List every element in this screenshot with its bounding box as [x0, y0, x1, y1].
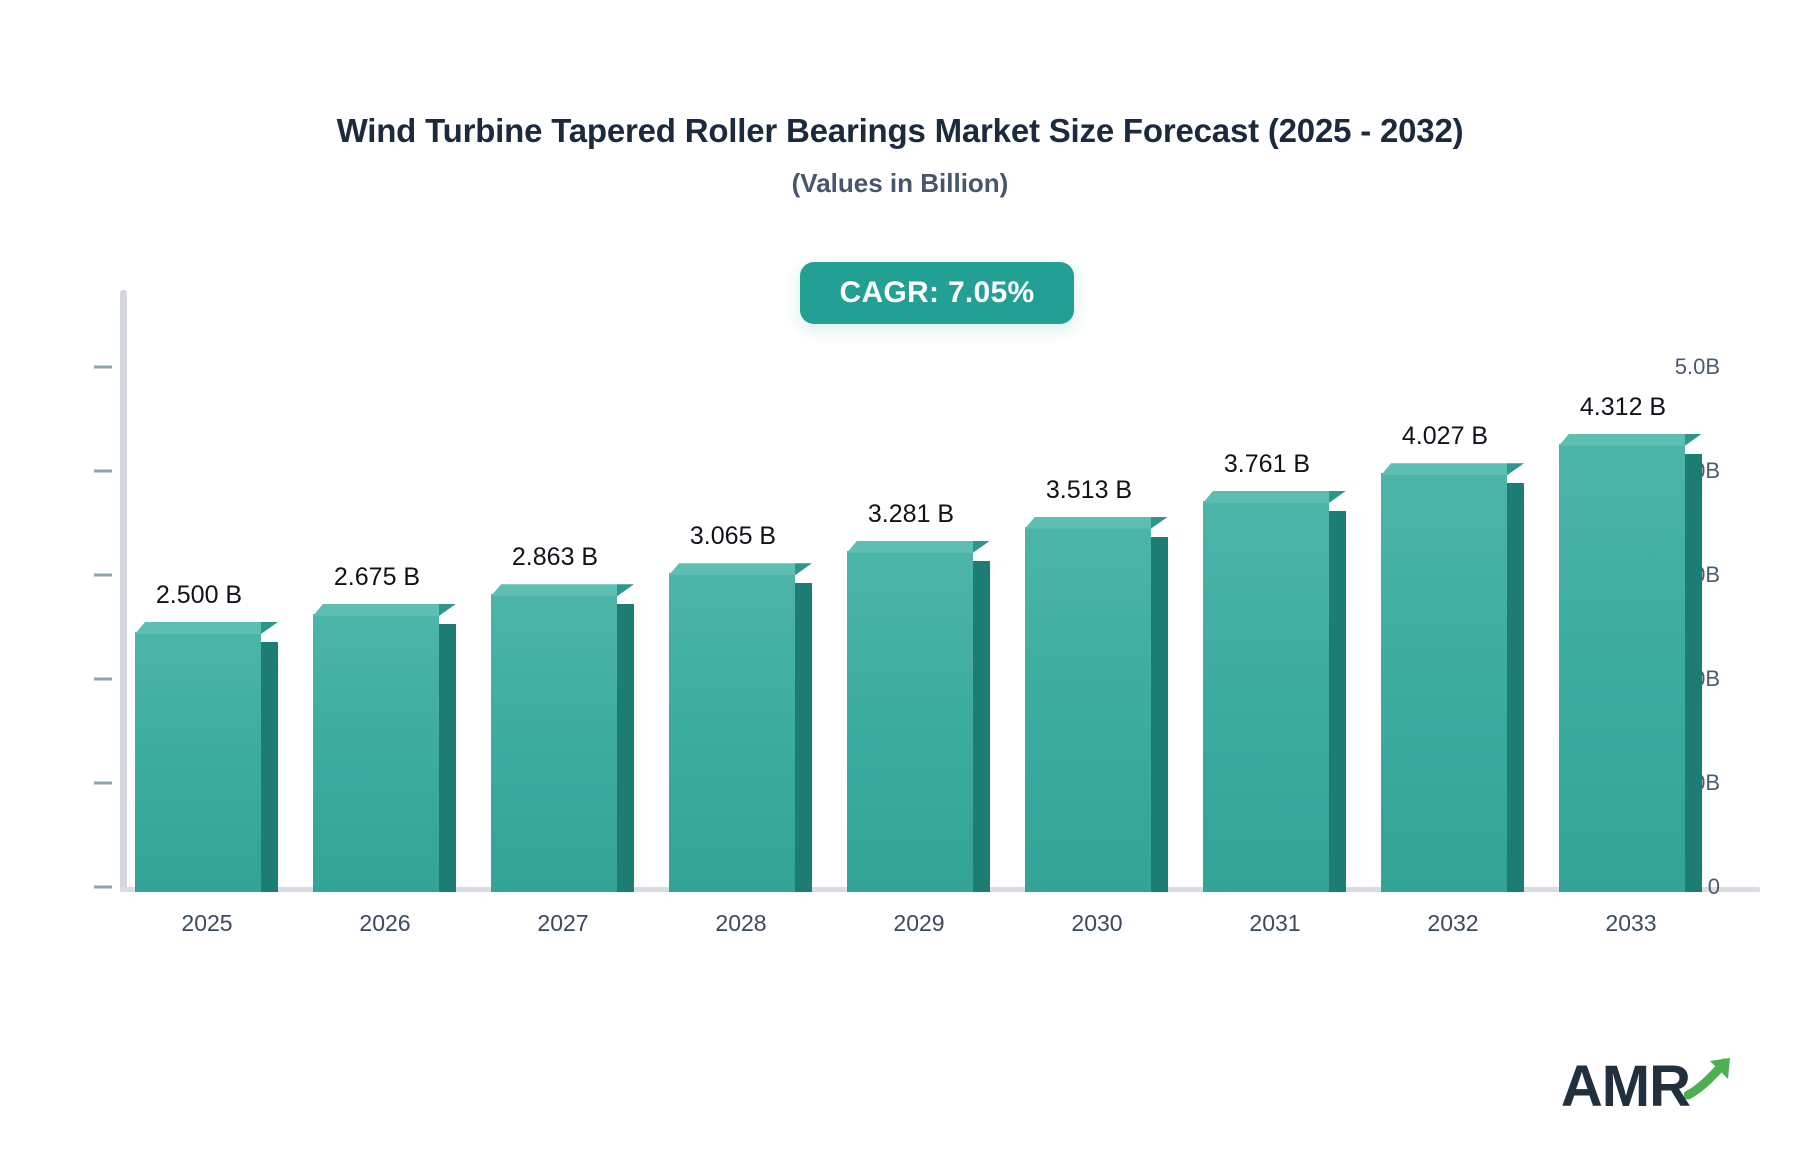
bar-value-label: 4.312 B [1579, 392, 1667, 421]
bar-value-label: 2.675 B [333, 562, 421, 591]
x-axis-tick-label: 2031 [1249, 910, 1301, 936]
x-axis-tick-label: 2029 [893, 910, 945, 936]
y-axis-tick-mark [94, 573, 112, 577]
y-axis-tick-mark [94, 781, 112, 785]
bar[interactable]: 3.281 B [847, 500, 990, 892]
bar-side-face [1507, 483, 1524, 892]
bar-front-face [1203, 500, 1329, 892]
bar-top-face [1381, 463, 1524, 476]
bar-top-face [491, 584, 634, 597]
bar-top-face [847, 540, 990, 553]
y-axis-tick-mark [94, 365, 112, 369]
x-axis-tick-label: 2033 [1605, 910, 1657, 936]
bar-front-face [1559, 443, 1685, 892]
y-axis-tick-mark [94, 469, 112, 473]
y-axis-tick-mark [94, 885, 112, 889]
bar[interactable]: 3.513 B [1025, 476, 1168, 892]
amr-logo-text: AMR [1560, 1054, 1691, 1119]
bar-value-label: 3.513 B [1045, 475, 1133, 504]
arrow-up-right-icon [1683, 1055, 1740, 1106]
bar-front-face [491, 594, 617, 892]
bar-side-face [795, 583, 812, 892]
bar-value-label: 3.065 B [689, 522, 777, 551]
bar[interactable]: 3.761 B [1203, 450, 1346, 892]
bar-side-face [973, 560, 990, 892]
bar-side-face [617, 604, 634, 892]
bar[interactable]: 3.065 B [669, 522, 812, 892]
bar[interactable]: 2.675 B [313, 563, 456, 892]
bar[interactable]: 4.027 B [1381, 422, 1524, 892]
bar-front-face [313, 613, 439, 892]
bar[interactable]: 2.500 B [135, 581, 278, 892]
bar-side-face [1329, 510, 1346, 892]
x-axis-tick-label: 2030 [1071, 910, 1123, 936]
bar-top-face [669, 563, 812, 576]
bar-side-face [1685, 453, 1702, 892]
bar-value-label: 3.761 B [1223, 449, 1311, 478]
x-axis-tick-label: 2026 [359, 910, 411, 936]
bar-value-label: 2.863 B [511, 543, 599, 572]
x-axis-tick-label: 2028 [715, 910, 767, 936]
bar-front-face [1025, 526, 1151, 892]
bar-side-face [261, 642, 278, 892]
y-axis-tick-label: 5.0B [1674, 354, 1720, 379]
chart-subtitle: (Values in Billion) [791, 168, 1009, 198]
y-axis-tick-label: 0 [1707, 874, 1720, 899]
x-axis-tick-label: 2025 [181, 910, 233, 936]
y-axis-line [120, 290, 127, 890]
cagr-badge: CAGR: 7.05% [800, 262, 1074, 324]
bar-front-face [669, 573, 795, 892]
bar-value-label: 4.027 B [1401, 422, 1489, 451]
bar-top-face [135, 622, 278, 634]
bar-value-label: 3.281 B [867, 499, 955, 528]
cagr-badge-label: CAGR: 7.05% [839, 276, 1035, 309]
bar-side-face [439, 623, 456, 892]
bar-front-face [135, 632, 261, 892]
x-axis-tick-label: 2027 [537, 910, 589, 936]
y-axis-tick-mark [94, 677, 112, 681]
bar-front-face [847, 550, 973, 892]
bar-front-face [1381, 473, 1507, 892]
bar[interactable]: 4.312 B [1559, 393, 1702, 892]
bar[interactable]: 2.863 B [491, 543, 634, 892]
amr-logo: AMR [1561, 1055, 1740, 1116]
bar-top-face [1559, 433, 1702, 446]
bar-value-label: 2.500 B [155, 581, 243, 609]
page-title: Wind Turbine Tapered Roller Bearings Mar… [336, 112, 1464, 149]
plot-area: 5.0B4.0B3.0B2.0B1.0B0 2.500 B2.675 B2.86… [94, 290, 1760, 936]
bar-top-face [1203, 490, 1346, 503]
bar-top-face [313, 603, 456, 616]
bar-side-face [1151, 536, 1168, 892]
x-axis-tick-label: 2032 [1427, 910, 1479, 936]
bar-top-face [1025, 516, 1168, 529]
